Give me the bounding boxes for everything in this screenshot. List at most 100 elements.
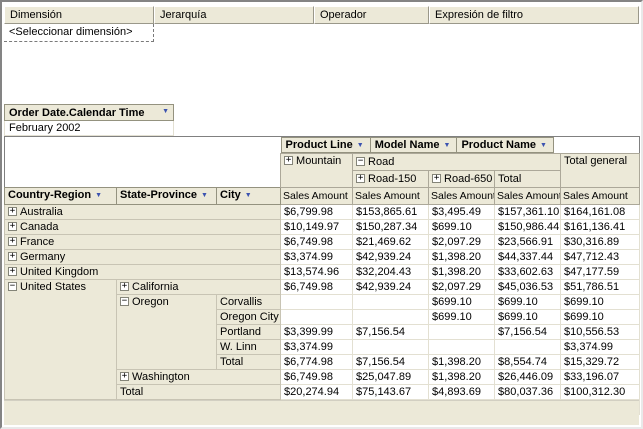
data-cell <box>494 339 562 355</box>
data-cell: $164,161.08 <box>560 204 641 220</box>
data-cell <box>352 309 430 325</box>
data-cell: $7,156.54 <box>352 354 430 370</box>
row-member-total[interactable]: Total <box>215 354 282 370</box>
dropdown-icon[interactable]: ▼ <box>443 142 451 149</box>
expand-icon[interactable]: + <box>284 154 294 165</box>
data-cell: $20,274.94 <box>280 384 354 400</box>
column-member-total-general[interactable]: Total general <box>560 153 641 188</box>
filter-col-operator: Operador <box>314 6 429 24</box>
data-cell: $47,177.59 <box>560 264 641 280</box>
member-label: Road-150 <box>368 173 417 185</box>
data-cell <box>280 294 354 310</box>
row-member-washington[interactable]: + Washington <box>115 369 282 385</box>
measure-header: Sales Amount <box>280 187 354 205</box>
bottom-fill <box>4 400 639 425</box>
data-cell: $699.10 <box>428 219 496 235</box>
row-member-canada[interactable]: + Canada <box>3 219 282 235</box>
row-member-germany[interactable]: + Germany <box>3 249 282 265</box>
row-field-state-province[interactable]: State-Province ▼ <box>116 187 217 205</box>
data-cell: $75,143.67 <box>352 384 430 400</box>
member-label: Canada <box>20 221 59 233</box>
member-label: United States <box>20 281 87 293</box>
table-row: + France $6,749.98 $21,469.62 $2,097.29 $23,5… <box>3 234 641 250</box>
expand-icon[interactable]: + <box>120 370 129 381</box>
filter-grid: Dimensión Jerarquía Operador Expresión d… <box>4 6 639 42</box>
table-row: Total $20,274.94 $75,143.67 $4,893.69 $80,03… <box>5 384 641 400</box>
collapse-icon[interactable]: − <box>356 155 366 166</box>
select-dimension-cell[interactable]: <Seleccionar dimensión> <box>4 24 154 42</box>
row-member-corvallis[interactable]: Corvallis <box>215 294 282 310</box>
data-cell <box>352 294 430 310</box>
row-field-city[interactable]: City ▼ <box>215 187 282 205</box>
row-member-total[interactable]: Total <box>115 384 282 400</box>
dropdown-icon[interactable]: ▼ <box>540 142 547 149</box>
row-member-oregon[interactable]: − Oregon <box>116 294 217 370</box>
column-field-model-name[interactable]: Model Name ▼ <box>369 137 458 153</box>
dropdown-icon[interactable]: ▼ <box>244 192 252 199</box>
column-field-product-line[interactable]: Product Line ▼ <box>280 137 371 153</box>
expand-icon[interactable]: + <box>8 220 17 231</box>
member-label: Mountain <box>296 155 342 167</box>
data-cell: $1,398.20 <box>428 264 496 280</box>
data-cell: $8,554.74 <box>494 354 562 370</box>
data-cell: $150,287.34 <box>352 219 430 235</box>
data-cell: $6,749.98 <box>280 369 354 385</box>
data-cell: $4,893.69 <box>428 384 496 400</box>
data-cell: $3,399.99 <box>280 324 354 340</box>
data-cell: $150,986.44 <box>494 219 562 235</box>
data-cell: $6,749.98 <box>280 279 354 295</box>
column-member-mountain[interactable]: + Mountain <box>280 153 354 188</box>
field-label: Product Line <box>285 139 353 151</box>
dropdown-icon[interactable]: ▼ <box>95 192 103 199</box>
column-member-road-total[interactable]: Total <box>494 170 562 188</box>
row-member-united-states[interactable]: − United States <box>4 279 117 400</box>
data-cell: $100,312.30 <box>560 384 641 400</box>
column-member-road-650[interactable]: + Road-650 <box>428 170 496 188</box>
expand-icon[interactable]: + <box>120 280 129 291</box>
column-member-road[interactable]: − Road <box>352 153 562 171</box>
member-label: Road <box>368 156 395 168</box>
pivot-corner <box>4 170 281 188</box>
pivot-corner <box>4 136 281 154</box>
data-cell: $3,374.99 <box>560 339 641 355</box>
field-label: State-Province <box>120 189 198 201</box>
data-cell: $157,361.10 <box>494 204 562 220</box>
row-member-france[interactable]: + France <box>3 234 282 250</box>
row-member-california[interactable]: + California <box>115 279 282 295</box>
data-cell: $51,786.51 <box>560 279 641 295</box>
field-label: Model Name <box>374 139 440 151</box>
expand-icon[interactable]: + <box>356 172 366 183</box>
filter-col-hierarchy: Jerarquía <box>154 6 314 24</box>
measure-header: Sales Amount <box>428 187 496 205</box>
data-cell: $13,574.96 <box>280 264 354 280</box>
data-cell: $3,374.99 <box>280 339 354 355</box>
member-label: California <box>132 281 179 293</box>
column-field-product-name[interactable]: Product Name ▼ <box>456 137 554 153</box>
collapse-icon[interactable]: − <box>8 280 17 291</box>
column-member-road-150[interactable]: + Road-150 <box>352 170 430 188</box>
dropdown-icon[interactable]: ▼ <box>162 108 169 115</box>
dropdown-icon[interactable]: ▼ <box>356 142 364 149</box>
row-member-portland[interactable]: Portland <box>215 324 282 340</box>
pivot-table: Product Line ▼ Model Name ▼ Product Name ▼ + M… <box>3 136 641 415</box>
row-member-w-linn[interactable]: W. Linn <box>215 339 282 355</box>
row-field-country-region[interactable]: Country-Region ▼ <box>4 187 117 205</box>
row-member-united-kingdom[interactable]: + United Kingdom <box>3 264 282 280</box>
expand-icon[interactable]: + <box>8 235 17 246</box>
row-member-oregon-city[interactable]: Oregon City <box>215 309 282 325</box>
expand-icon[interactable]: + <box>8 250 17 261</box>
data-cell: $42,939.24 <box>352 249 430 265</box>
expand-icon[interactable]: + <box>8 265 17 276</box>
data-cell: $33,196.07 <box>560 369 641 385</box>
row-member-australia[interactable]: + Australia <box>3 204 282 220</box>
expand-icon[interactable]: + <box>432 172 442 183</box>
data-cell: $3,374.99 <box>280 249 354 265</box>
dropdown-icon[interactable]: ▼ <box>201 192 208 199</box>
data-cell: $1,398.20 <box>428 249 496 265</box>
page-field-button[interactable]: Order Date.Calendar Time ▼ <box>4 104 174 121</box>
collapse-icon[interactable]: − <box>120 295 129 306</box>
member-label: Total <box>498 173 522 185</box>
expand-icon[interactable]: + <box>8 205 17 216</box>
empty-area <box>4 42 639 104</box>
table-row: Portland $3,399.99 $7,156.54 $7,156.54 $10,5… <box>5 324 641 340</box>
